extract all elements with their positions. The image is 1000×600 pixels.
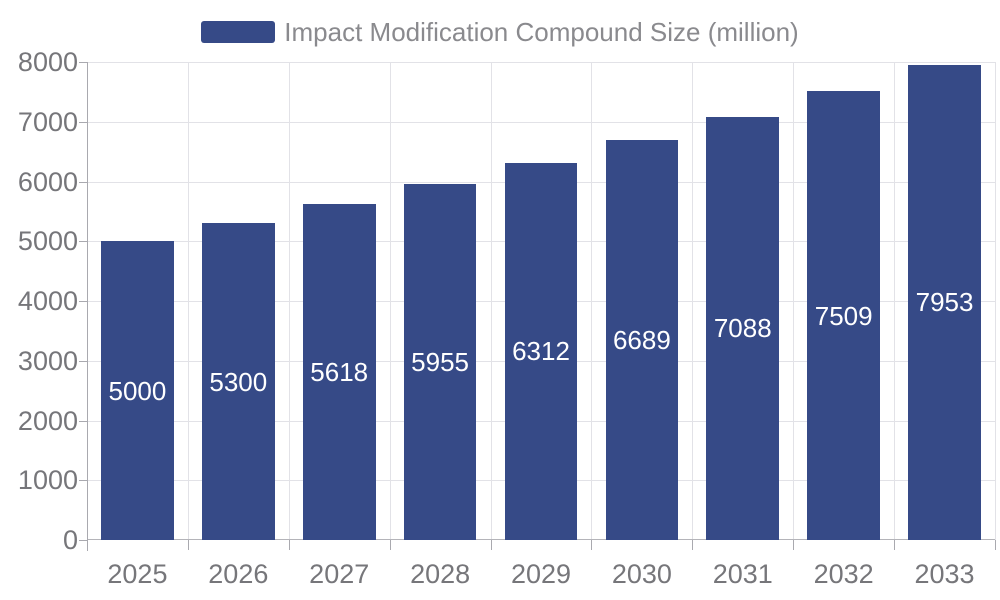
bar[interactable]: 6312 xyxy=(504,162,578,540)
bar-value-label: 5000 xyxy=(108,375,167,406)
y-tick-label: 1000 xyxy=(17,465,78,496)
bar-value-label: 5618 xyxy=(310,357,369,388)
x-axis-tick xyxy=(187,540,189,550)
x-axis-tick xyxy=(288,540,290,550)
plot-area: 5000 5300 5618 5955 6312 6689 7088 7509 7953 xyxy=(87,62,996,540)
bar[interactable]: 6689 xyxy=(605,140,679,540)
vertical-gridline xyxy=(490,62,492,540)
y-axis-tick xyxy=(79,301,87,302)
x-axis-tick xyxy=(793,540,795,550)
x-tick-label: 2028 xyxy=(410,559,471,589)
y-axis-tick xyxy=(79,241,87,243)
legend-swatch xyxy=(201,21,276,43)
vertical-gridline xyxy=(692,62,694,540)
horizontal-gridline xyxy=(87,62,995,63)
y-tick-label: 3000 xyxy=(17,345,78,376)
y-axis-line xyxy=(87,62,88,551)
bar[interactable]: 5955 xyxy=(403,184,477,540)
bar[interactable]: 5618 xyxy=(302,204,376,540)
y-axis-tick xyxy=(79,121,87,123)
x-tick-label: 2027 xyxy=(309,559,370,589)
x-tick-label: 2032 xyxy=(813,559,874,589)
vertical-gridline xyxy=(995,62,996,540)
x-axis-tick xyxy=(894,540,896,550)
x-axis-tick xyxy=(87,540,88,550)
bar-value-label: 5955 xyxy=(411,347,470,378)
vertical-gridline xyxy=(591,62,593,540)
x-tick-label: 2025 xyxy=(107,559,168,589)
x-tick-label: 2033 xyxy=(914,559,975,589)
x-axis-tick xyxy=(995,540,996,550)
bar[interactable]: 5000 xyxy=(101,241,174,540)
vertical-gridline xyxy=(389,62,391,540)
y-axis-tick xyxy=(79,480,87,482)
x-tick-label: 2030 xyxy=(611,559,672,589)
x-tick-label: 2029 xyxy=(510,559,572,589)
bar[interactable]: 5300 xyxy=(202,223,275,540)
y-axis-tick xyxy=(79,360,87,362)
bar[interactable]: 7509 xyxy=(807,91,880,540)
y-tick-label: 2000 xyxy=(17,405,78,436)
horizontal-gridline xyxy=(87,121,995,123)
x-axis-tick xyxy=(389,540,391,550)
y-tick-label: 7000 xyxy=(17,106,78,137)
vertical-gridline xyxy=(288,62,290,540)
bar-value-label: 7088 xyxy=(713,313,772,344)
legend[interactable]: Impact Modification Compound Size (milli… xyxy=(0,19,1000,45)
legend-label: Impact Modification Compound Size (milli… xyxy=(284,17,799,47)
bar-value-label: 6689 xyxy=(612,325,671,356)
y-axis-tick xyxy=(79,540,87,541)
bar-value-label: 7509 xyxy=(814,300,873,331)
vertical-gridline xyxy=(793,62,795,540)
bar-value-label: 5300 xyxy=(209,366,268,397)
x-axis-tick xyxy=(490,540,492,550)
bar-value-label: 6312 xyxy=(512,336,570,367)
y-tick-label: 6000 xyxy=(17,166,78,197)
x-axis-tick xyxy=(591,540,593,550)
vertical-gridline xyxy=(187,62,189,540)
y-tick-label: 4000 xyxy=(17,286,78,316)
vertical-gridline xyxy=(894,62,896,540)
y-axis-tick xyxy=(79,62,87,63)
y-tick-label: 0 xyxy=(62,525,78,555)
y-axis-tick xyxy=(79,420,87,422)
x-tick-label: 2026 xyxy=(208,559,269,589)
x-tick-label: 2031 xyxy=(712,559,773,589)
y-tick-label: 5000 xyxy=(17,226,78,257)
y-axis-tick xyxy=(79,181,87,183)
bar[interactable]: 7088 xyxy=(706,116,780,540)
x-axis-tick xyxy=(692,540,694,550)
y-tick-label: 8000 xyxy=(17,47,78,77)
bar-value-label: 7953 xyxy=(915,287,974,318)
bar[interactable]: 7953 xyxy=(908,64,981,540)
